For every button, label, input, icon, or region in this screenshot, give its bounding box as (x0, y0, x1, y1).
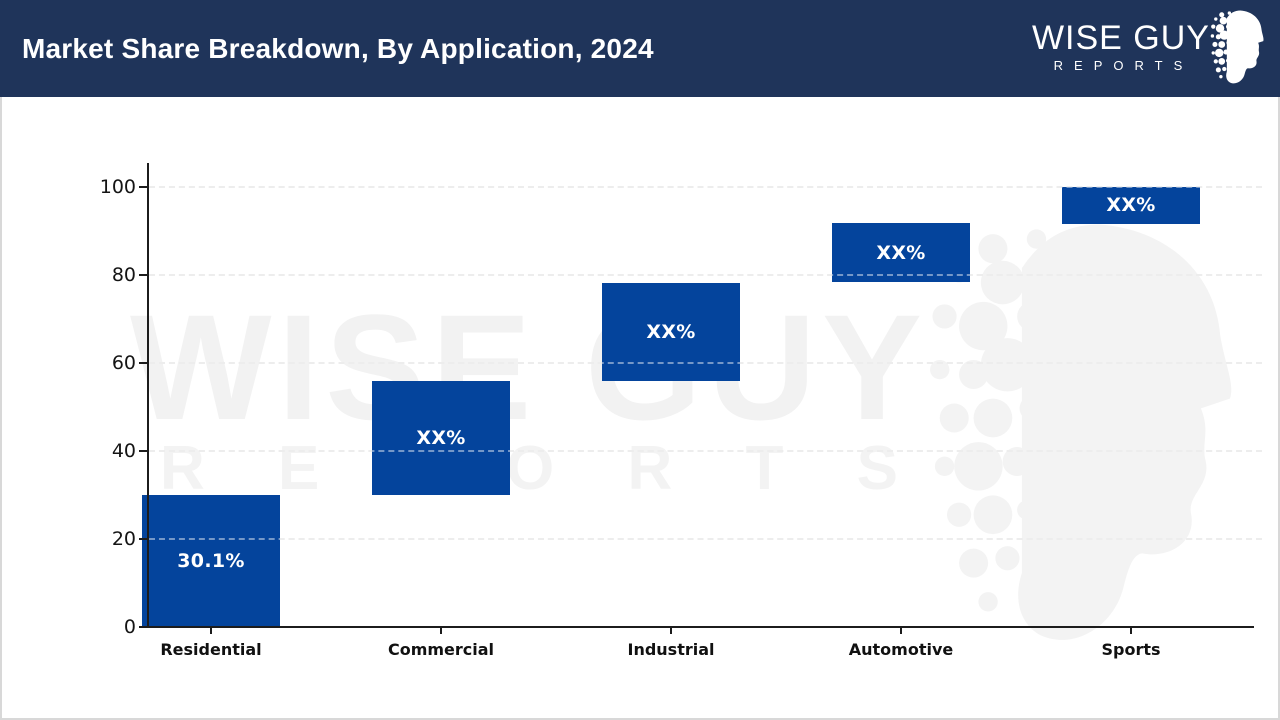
y-tick-label-60: 60 (111, 352, 136, 374)
y-tick-label-80: 80 (111, 264, 136, 286)
gridline-100 (149, 186, 1262, 188)
bar-residential: 30.1% (142, 494, 280, 627)
y-tick-label-100: 100 (99, 176, 136, 198)
x-tick-mark-sports (1130, 628, 1132, 634)
x-tick-mark-automotive (900, 628, 902, 634)
bar-commercial: XX% (372, 380, 510, 495)
page-title: Market Share Breakdown, By Application, … (22, 32, 654, 64)
y-tick-label-0: 0 (123, 616, 136, 638)
y-tick-mark-100 (139, 186, 147, 188)
bar-value-label-residential: 30.1% (177, 549, 245, 572)
brand-name: WISE GUY (1031, 18, 1210, 57)
bar-value-label-commercial: XX% (416, 426, 466, 449)
gridline-80 (149, 274, 1262, 276)
x-tick-mark-industrial (670, 628, 672, 634)
y-tick-mark-0 (139, 626, 147, 628)
gridline-overlay-100 (149, 186, 1262, 188)
x-category-label-sports: Sports (1101, 640, 1161, 659)
y-tick-mark-40 (139, 450, 147, 452)
gridline-overlay-80 (149, 274, 1262, 276)
y-tick-label-40: 40 (111, 440, 136, 462)
y-tick-label-20: 20 (111, 528, 136, 550)
x-category-label-automotive: Automotive (848, 640, 954, 659)
gridline-overlay-60 (149, 362, 1262, 364)
watermark-sub-text: R E P O R T S (160, 434, 926, 503)
x-tick-mark-commercial (440, 628, 442, 634)
x-tick-mark-residential (210, 628, 212, 634)
gridline-20 (149, 538, 1262, 540)
bar-value-label-sports: XX% (1106, 194, 1156, 217)
bar-value-label-industrial: XX% (646, 320, 696, 343)
page-border-bottom (0, 718, 1280, 720)
brand-subname: REPORTS (1053, 58, 1194, 74)
brand-head-icon (1210, 10, 1264, 84)
y-tick-mark-20 (139, 538, 147, 540)
brand-logo: WISE GUY REPORTS (1032, 8, 1270, 86)
header: Market Share Breakdown, By Application, … (0, 0, 1280, 97)
x-category-label-residential: Residential (160, 640, 262, 659)
y-tick-mark-80 (139, 274, 147, 276)
page-border-right (1278, 97, 1280, 720)
bar-sports: XX% (1062, 187, 1200, 224)
page-border-left (0, 97, 2, 720)
gridline-overlay-20 (149, 538, 1262, 540)
gridline-40 (149, 450, 1262, 452)
x-axis-line (147, 626, 1254, 628)
bar-value-label-automotive: XX% (876, 241, 926, 264)
bar-automotive: XX% (832, 223, 970, 283)
watermark-brand-text: WISE GUY (130, 283, 929, 451)
y-axis-line (147, 163, 149, 628)
brand-logo-text: WISE GUY REPORTS (1031, 18, 1210, 74)
y-tick-mark-60 (139, 362, 147, 364)
gridline-overlay-40 (149, 450, 1262, 452)
bar-industrial: XX% (602, 282, 740, 381)
x-category-label-industrial: Industrial (627, 640, 715, 659)
x-category-label-commercial: Commercial (387, 640, 495, 659)
